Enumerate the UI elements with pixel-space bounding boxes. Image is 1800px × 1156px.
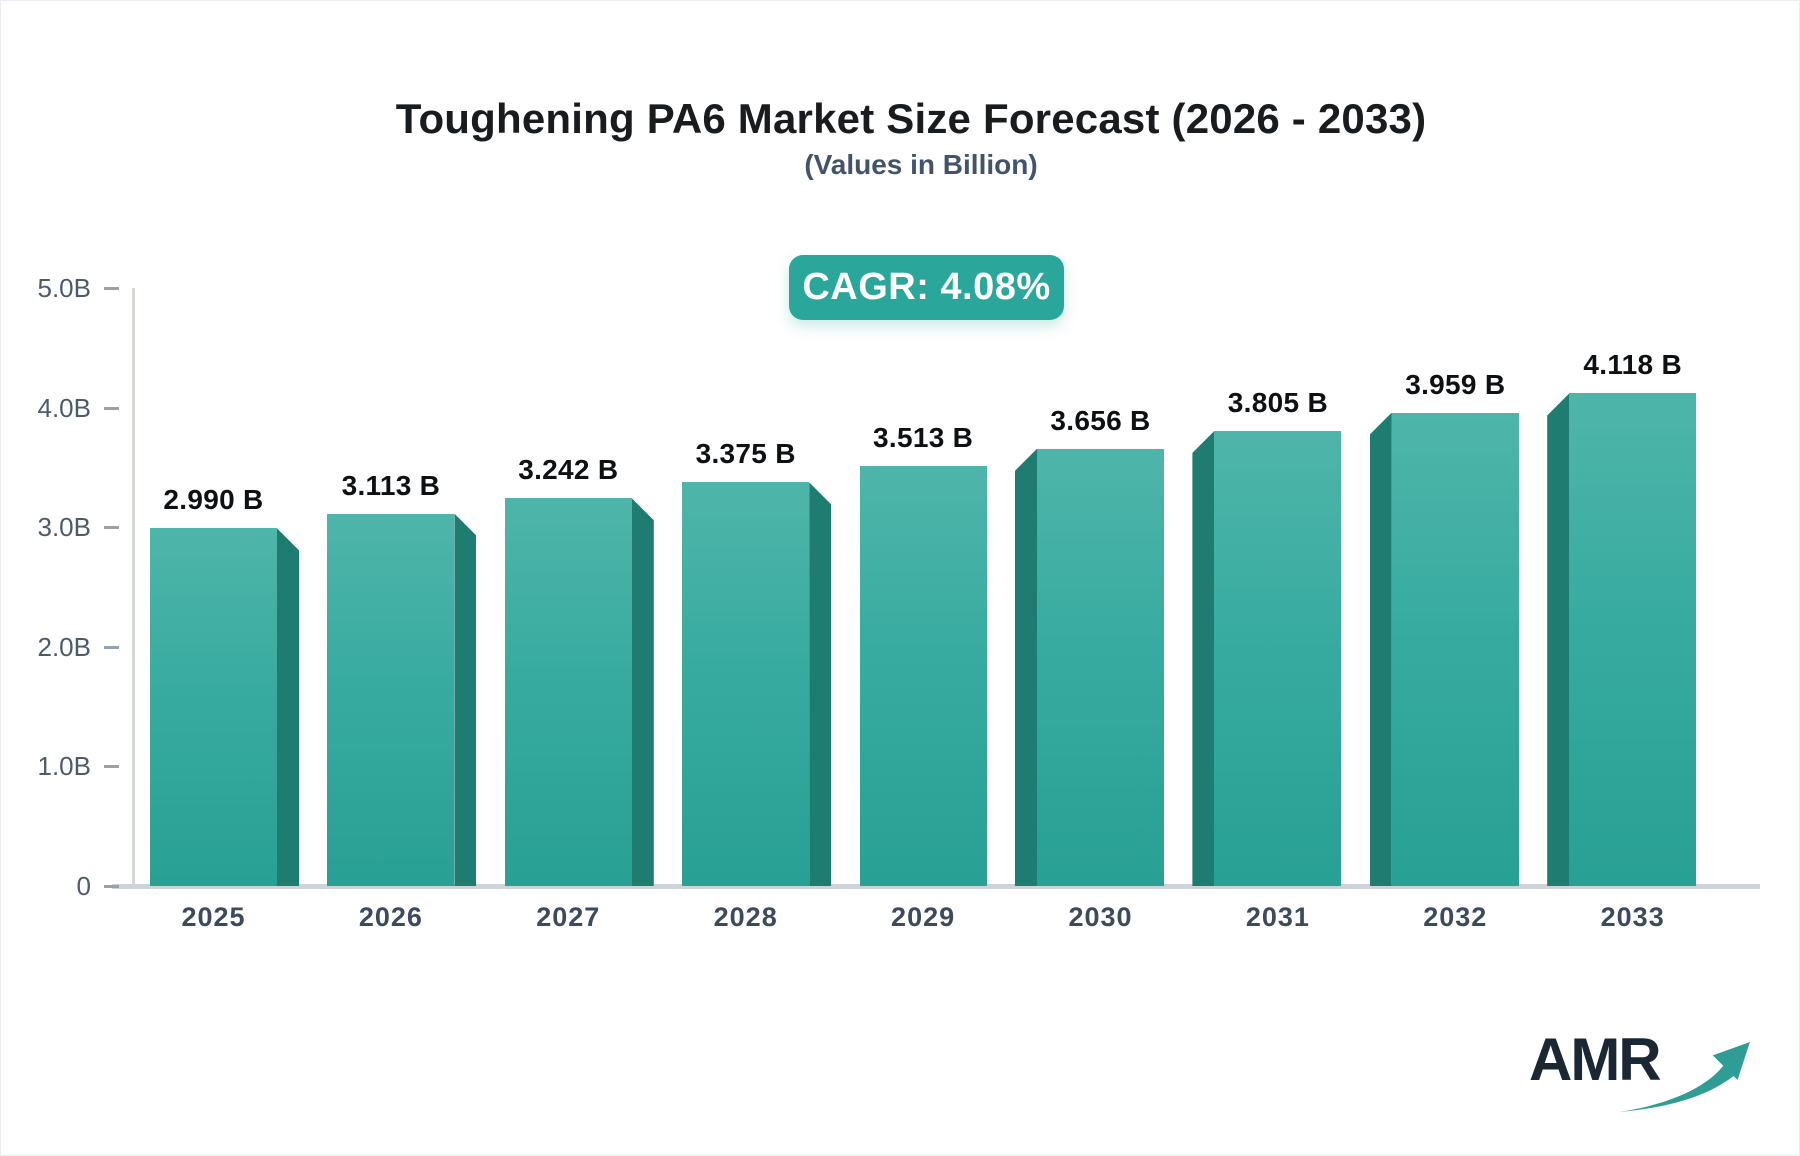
x-tick-label: 2026 bbox=[358, 902, 423, 932]
bar-side-shadow bbox=[1015, 448, 1037, 886]
bar-2032 bbox=[1391, 412, 1519, 886]
bar-side-shadow bbox=[809, 482, 832, 886]
cagr-badge: CAGR: 4.08% bbox=[789, 255, 1064, 320]
x-tick-label: 2031 bbox=[1245, 902, 1310, 932]
bar-side-shadow bbox=[1547, 393, 1570, 886]
y-tick-mark bbox=[104, 406, 119, 410]
bar-value-label: 4.118 B bbox=[1583, 349, 1682, 381]
bar-2027 bbox=[504, 498, 632, 886]
growth-arrow-icon bbox=[1619, 1041, 1750, 1112]
bar-value-label: 3.113 B bbox=[341, 469, 441, 501]
y-tick-label: 3.0B bbox=[37, 512, 92, 543]
bar-2028 bbox=[682, 482, 810, 886]
y-tick-label: 1.0B bbox=[37, 751, 92, 782]
bar-side-shadow bbox=[277, 528, 299, 886]
y-tick-label: 0 bbox=[76, 871, 91, 901]
bar-value-label: 3.805 B bbox=[1227, 386, 1328, 418]
y-tick-label: 5.0B bbox=[37, 273, 92, 303]
bar-2030 bbox=[1037, 448, 1164, 886]
bar-value-label: 2.990 B bbox=[163, 484, 264, 516]
bar-value-label: 3.959 B bbox=[1405, 368, 1506, 400]
bar-2031 bbox=[1214, 430, 1342, 886]
y-tick-mark bbox=[104, 885, 119, 888]
x-tick-label: 2033 bbox=[1600, 902, 1665, 932]
bar-side-shadow bbox=[1192, 430, 1215, 886]
y-tick-label: 2.0B bbox=[37, 631, 92, 662]
bar-side-shadow bbox=[631, 498, 654, 886]
bar-2025 bbox=[150, 528, 277, 886]
amr-logo: AMR bbox=[1529, 1019, 1759, 1119]
chart-title: Toughening PA6 Market Size Forecast (202… bbox=[395, 95, 1427, 142]
x-axis-line bbox=[112, 884, 1760, 889]
y-tick-mark bbox=[104, 287, 119, 290]
x-tick-label: 2030 bbox=[1068, 902, 1133, 932]
chart-subtitle: (Values in Billion) bbox=[804, 149, 1038, 180]
bar-value-label: 3.375 B bbox=[695, 438, 796, 470]
bar-side-shadow bbox=[454, 513, 477, 886]
bar-value-label: 3.513 B bbox=[873, 421, 974, 453]
y-tick-mark bbox=[104, 765, 119, 769]
bar-2029 bbox=[859, 465, 987, 886]
x-tick-label: 2027 bbox=[536, 902, 601, 932]
amr-logo-text: AMR bbox=[1529, 1026, 1662, 1093]
bar-value-label: 3.656 B bbox=[1050, 404, 1151, 436]
x-tick-label: 2025 bbox=[181, 902, 246, 932]
bar-2033 bbox=[1569, 393, 1697, 886]
y-tick-mark bbox=[104, 526, 119, 530]
y-axis-line bbox=[132, 288, 135, 886]
x-tick-label: 2032 bbox=[1423, 902, 1488, 932]
cagr-badge-label: CAGR: 4.08% bbox=[802, 266, 1051, 308]
x-tick-label: 2029 bbox=[891, 902, 956, 932]
bar-value-label: 3.242 B bbox=[518, 454, 619, 486]
y-tick-label: 4.0B bbox=[37, 392, 92, 423]
x-tick-label: 2028 bbox=[713, 902, 778, 932]
bar-2026 bbox=[327, 513, 455, 886]
bar-side-shadow bbox=[1369, 412, 1392, 886]
y-tick-mark bbox=[104, 645, 119, 649]
